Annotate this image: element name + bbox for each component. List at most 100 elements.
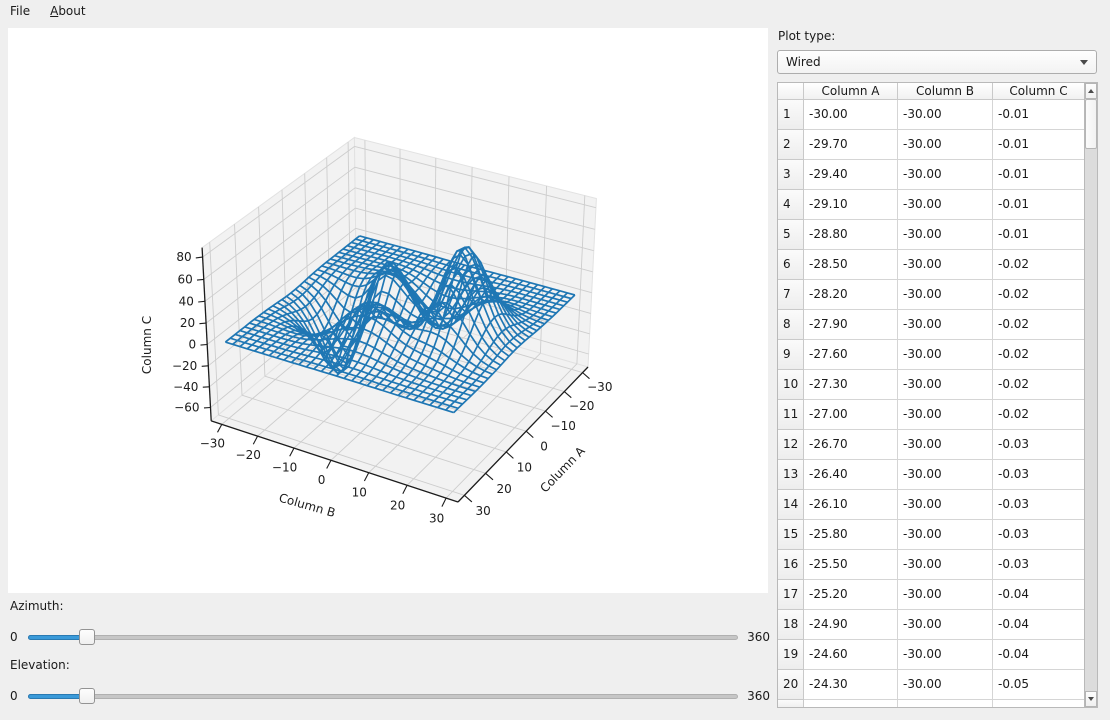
- cell-column-b[interactable]: -30.00: [898, 220, 993, 249]
- cell-column-c[interactable]: -0.04: [993, 580, 1085, 609]
- row-number-header[interactable]: 19: [778, 640, 804, 670]
- cell-column-b[interactable]: -30.00: [898, 370, 993, 399]
- row-number-header[interactable]: 10: [778, 370, 804, 400]
- cell-column-c[interactable]: -0.03: [993, 490, 1085, 519]
- cell-column-a[interactable]: -26.70: [804, 430, 898, 459]
- cell-column-c[interactable]: -0.02: [993, 370, 1085, 399]
- column-header-a[interactable]: Column A: [804, 83, 898, 99]
- cell-column-b[interactable]: -30.00: [898, 190, 993, 219]
- cell-column-b[interactable]: -30.00: [898, 250, 993, 279]
- row-number-header[interactable]: 14: [778, 490, 804, 520]
- cell-column-b[interactable]: -30.00: [898, 400, 993, 429]
- row-number-header[interactable]: 9: [778, 340, 804, 370]
- cell-column-c[interactable]: -0.03: [993, 520, 1085, 549]
- cell-column-c[interactable]: -0.01: [993, 160, 1085, 189]
- cell-column-a[interactable]: -24.90: [804, 610, 898, 639]
- svg-text:10: 10: [352, 486, 367, 500]
- cell-column-c[interactable]: -0.01: [993, 220, 1085, 249]
- cell-column-a[interactable]: -28.50: [804, 250, 898, 279]
- elevation-slider-thumb[interactable]: [79, 688, 96, 704]
- azimuth-slider[interactable]: [28, 628, 738, 646]
- row-number-header[interactable]: 7: [778, 280, 804, 310]
- cell-column-c[interactable]: -0.01: [993, 130, 1085, 159]
- cell-column-b[interactable]: -30.00: [898, 550, 993, 579]
- cell-column-b[interactable]: -30.00: [898, 100, 993, 129]
- cell-column-a[interactable]: -28.20: [804, 280, 898, 309]
- row-number-header[interactable]: 18: [778, 610, 804, 640]
- table-row: 14 -26.10 -30.00 -0.03: [778, 490, 1086, 520]
- cell-column-a[interactable]: -25.20: [804, 580, 898, 609]
- menu-item-file[interactable]: File: [0, 0, 40, 21]
- cell-column-a[interactable]: -29.40: [804, 160, 898, 189]
- column-header-c[interactable]: Column C: [993, 83, 1085, 99]
- cell-column-c[interactable]: -0.01: [993, 100, 1085, 129]
- cell-column-a[interactable]: -29.70: [804, 130, 898, 159]
- azimuth-slider-track[interactable]: [28, 635, 738, 640]
- cell-column-b[interactable]: -30.00: [898, 670, 993, 699]
- row-number-header[interactable]: 5: [778, 220, 804, 250]
- row-number-header[interactable]: 3: [778, 160, 804, 190]
- row-number-header[interactable]: 17: [778, 580, 804, 610]
- cell-column-b[interactable]: -30.00: [898, 580, 993, 609]
- cell-column-a[interactable]: -27.90: [804, 310, 898, 339]
- cell-column-b[interactable]: -30.00: [898, 430, 993, 459]
- cell-column-c[interactable]: -0.04: [993, 610, 1085, 639]
- row-number-header[interactable]: 11: [778, 400, 804, 430]
- menu-item-about[interactable]: About: [40, 0, 96, 21]
- cell-column-a[interactable]: -27.60: [804, 340, 898, 369]
- row-number-header[interactable]: 20: [778, 670, 804, 700]
- cell-column-b[interactable]: -30.00: [898, 310, 993, 339]
- vertical-scrollbar[interactable]: [1084, 83, 1097, 707]
- row-number-header[interactable]: 6: [778, 250, 804, 280]
- cell-column-b[interactable]: -30.00: [898, 520, 993, 549]
- cell-column-b[interactable]: -30.00: [898, 130, 993, 159]
- row-number-header[interactable]: 1: [778, 100, 804, 130]
- cell-column-a[interactable]: -30.00: [804, 100, 898, 129]
- cell-column-c[interactable]: -0.02: [993, 340, 1085, 369]
- cell-column-a[interactable]: -27.00: [804, 400, 898, 429]
- table-corner-header[interactable]: [778, 83, 804, 99]
- cell-column-a[interactable]: -26.40: [804, 460, 898, 489]
- scrollbar-thumb[interactable]: [1085, 99, 1097, 149]
- azimuth-min-label: 0: [10, 630, 18, 644]
- cell-column-b[interactable]: -30.00: [898, 160, 993, 189]
- column-header-b[interactable]: Column B: [898, 83, 993, 99]
- plot-type-select[interactable]: Wired: [777, 50, 1097, 74]
- cell-column-c[interactable]: -0.02: [993, 280, 1085, 309]
- cell-column-b[interactable]: -30.00: [898, 640, 993, 669]
- cell-column-b[interactable]: -30.00: [898, 460, 993, 489]
- elevation-slider[interactable]: [28, 687, 738, 705]
- azimuth-slider-thumb[interactable]: [79, 629, 96, 645]
- scrollbar-down-button[interactable]: [1085, 691, 1097, 707]
- row-number-header[interactable]: 4: [778, 190, 804, 220]
- cell-column-c[interactable]: -0.05: [993, 670, 1085, 699]
- cell-column-c[interactable]: -0.03: [993, 460, 1085, 489]
- cell-column-b[interactable]: -30.00: [898, 610, 993, 639]
- cell-column-b[interactable]: -30.00: [898, 340, 993, 369]
- cell-column-c[interactable]: -0.01: [993, 190, 1085, 219]
- cell-column-c[interactable]: -0.03: [993, 550, 1085, 579]
- row-number-header[interactable]: 8: [778, 310, 804, 340]
- cell-column-b[interactable]: -30.00: [898, 280, 993, 309]
- cell-column-a[interactable]: -27.30: [804, 370, 898, 399]
- cell-column-a[interactable]: -29.10: [804, 190, 898, 219]
- row-number-header[interactable]: 16: [778, 550, 804, 580]
- cell-column-a[interactable]: -25.50: [804, 550, 898, 579]
- cell-column-c[interactable]: -0.02: [993, 310, 1085, 339]
- cell-column-a[interactable]: -28.80: [804, 220, 898, 249]
- row-number-header[interactable]: 15: [778, 520, 804, 550]
- cell-column-a[interactable]: -24.60: [804, 640, 898, 669]
- row-number-header[interactable]: 12: [778, 430, 804, 460]
- cell-column-c[interactable]: -0.02: [993, 400, 1085, 429]
- cell-column-b[interactable]: -30.00: [898, 490, 993, 519]
- row-number-header[interactable]: 2: [778, 130, 804, 160]
- cell-column-c[interactable]: -0.02: [993, 250, 1085, 279]
- cell-column-c[interactable]: -0.03: [993, 430, 1085, 459]
- cell-column-a[interactable]: -24.30: [804, 670, 898, 699]
- cell-column-a[interactable]: -25.80: [804, 520, 898, 549]
- cell-column-c[interactable]: -0.04: [993, 640, 1085, 669]
- elevation-slider-track[interactable]: [28, 694, 738, 699]
- row-number-header[interactable]: 13: [778, 460, 804, 490]
- scrollbar-up-button[interactable]: [1085, 83, 1097, 99]
- cell-column-a[interactable]: -26.10: [804, 490, 898, 519]
